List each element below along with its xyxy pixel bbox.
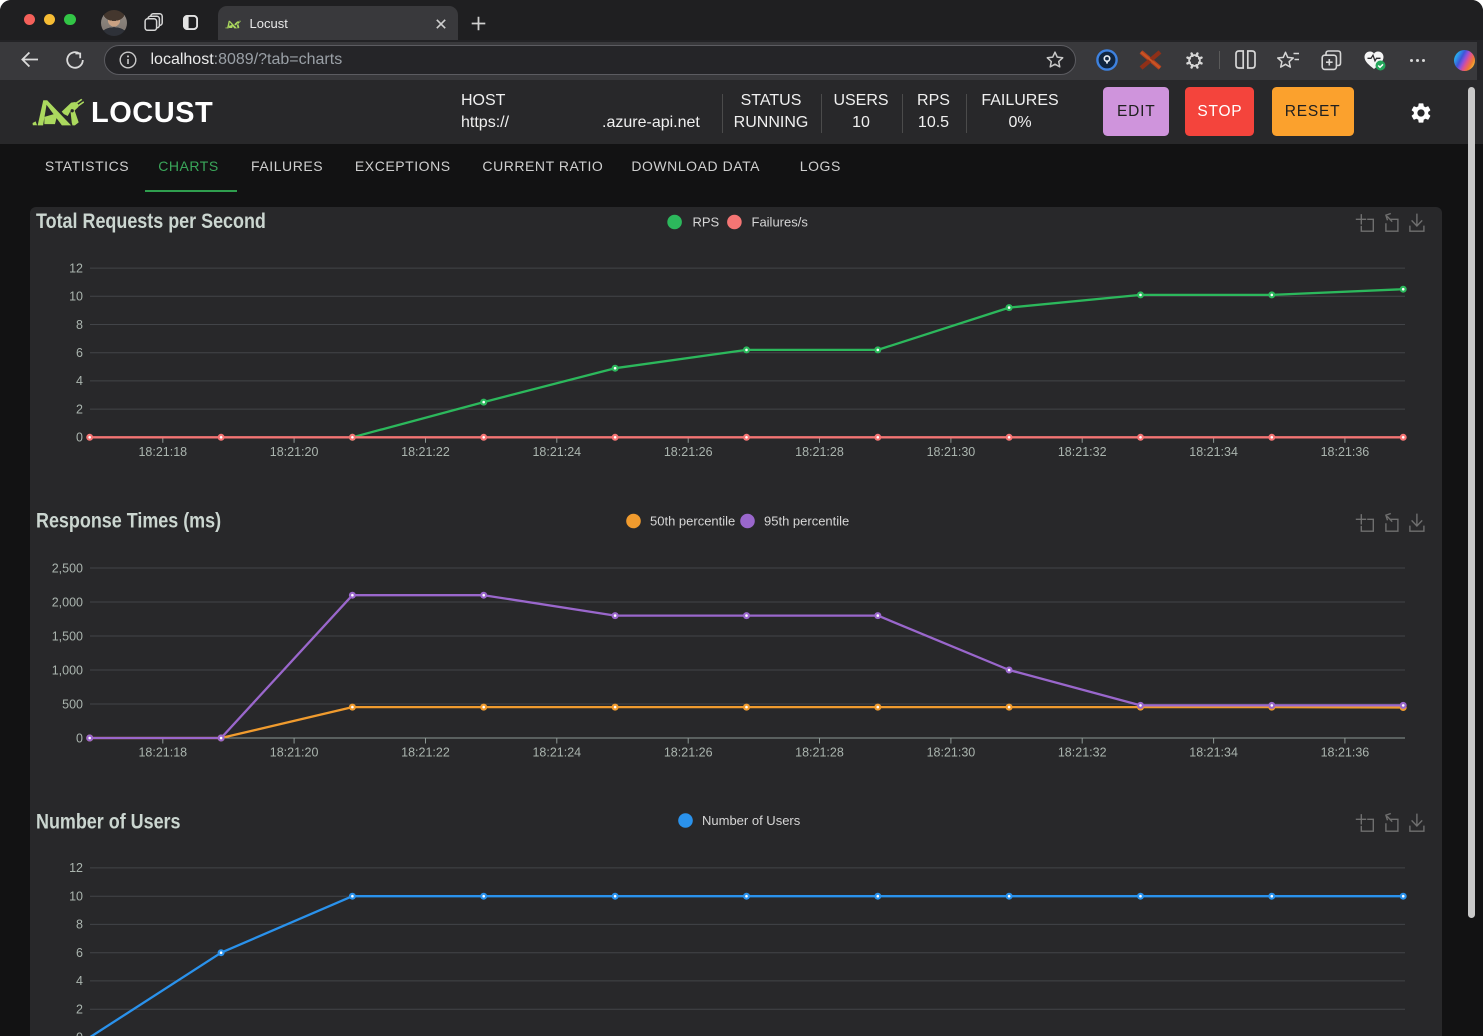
svg-text:Number of Users: Number of Users: [702, 813, 801, 828]
svg-text:18:21:34: 18:21:34: [1189, 746, 1238, 760]
svg-text:0: 0: [76, 731, 83, 745]
svg-text:2,500: 2,500: [52, 561, 83, 575]
svg-text:2: 2: [76, 1003, 83, 1017]
svg-text:18:21:28: 18:21:28: [795, 746, 844, 760]
svg-text:18:21:28: 18:21:28: [795, 445, 844, 459]
svg-text:RPS: RPS: [693, 215, 720, 230]
svg-text:10: 10: [69, 890, 83, 904]
svg-text:1,000: 1,000: [52, 663, 83, 677]
svg-text:Failures/s: Failures/s: [752, 215, 809, 230]
svg-text:18:21:18: 18:21:18: [138, 445, 187, 459]
svg-text:18:21:26: 18:21:26: [664, 445, 713, 459]
svg-text:18:21:24: 18:21:24: [532, 445, 581, 459]
svg-text:18:21:32: 18:21:32: [1058, 746, 1107, 760]
svg-text:4: 4: [76, 974, 83, 988]
svg-text:18:21:18: 18:21:18: [138, 746, 187, 760]
svg-text:2,000: 2,000: [52, 595, 83, 609]
svg-text:18:21:20: 18:21:20: [270, 445, 319, 459]
svg-text:95th percentile: 95th percentile: [764, 514, 849, 529]
svg-text:Total Requests per Second: Total Requests per Second: [36, 210, 266, 234]
svg-text:Number of Users: Number of Users: [36, 810, 181, 834]
svg-text:12: 12: [69, 861, 83, 875]
svg-text:10: 10: [69, 290, 83, 304]
svg-text:500: 500: [62, 697, 83, 711]
svg-text:6: 6: [76, 346, 83, 360]
svg-text:Response Times (ms): Response Times (ms): [36, 509, 221, 533]
svg-text:18:21:36: 18:21:36: [1321, 445, 1370, 459]
svg-text:18:21:22: 18:21:22: [401, 445, 450, 459]
svg-text:8: 8: [76, 918, 83, 932]
svg-text:0: 0: [76, 431, 83, 445]
svg-text:18:21:30: 18:21:30: [927, 445, 976, 459]
svg-text:12: 12: [69, 261, 83, 275]
svg-text:4: 4: [76, 374, 83, 388]
svg-text:18:21:26: 18:21:26: [664, 746, 713, 760]
svg-text:18:21:24: 18:21:24: [532, 746, 581, 760]
svg-text:0: 0: [76, 1031, 83, 1036]
svg-text:50th percentile: 50th percentile: [650, 514, 735, 529]
svg-text:18:21:22: 18:21:22: [401, 746, 450, 760]
svg-text:18:21:36: 18:21:36: [1321, 746, 1370, 760]
svg-text:1,500: 1,500: [52, 629, 83, 643]
svg-text:2: 2: [76, 402, 83, 416]
svg-text:8: 8: [76, 318, 83, 332]
svg-text:6: 6: [76, 946, 83, 960]
svg-text:18:21:30: 18:21:30: [927, 746, 976, 760]
svg-text:18:21:32: 18:21:32: [1058, 445, 1107, 459]
svg-text:18:21:34: 18:21:34: [1189, 445, 1238, 459]
svg-text:18:21:20: 18:21:20: [270, 746, 319, 760]
